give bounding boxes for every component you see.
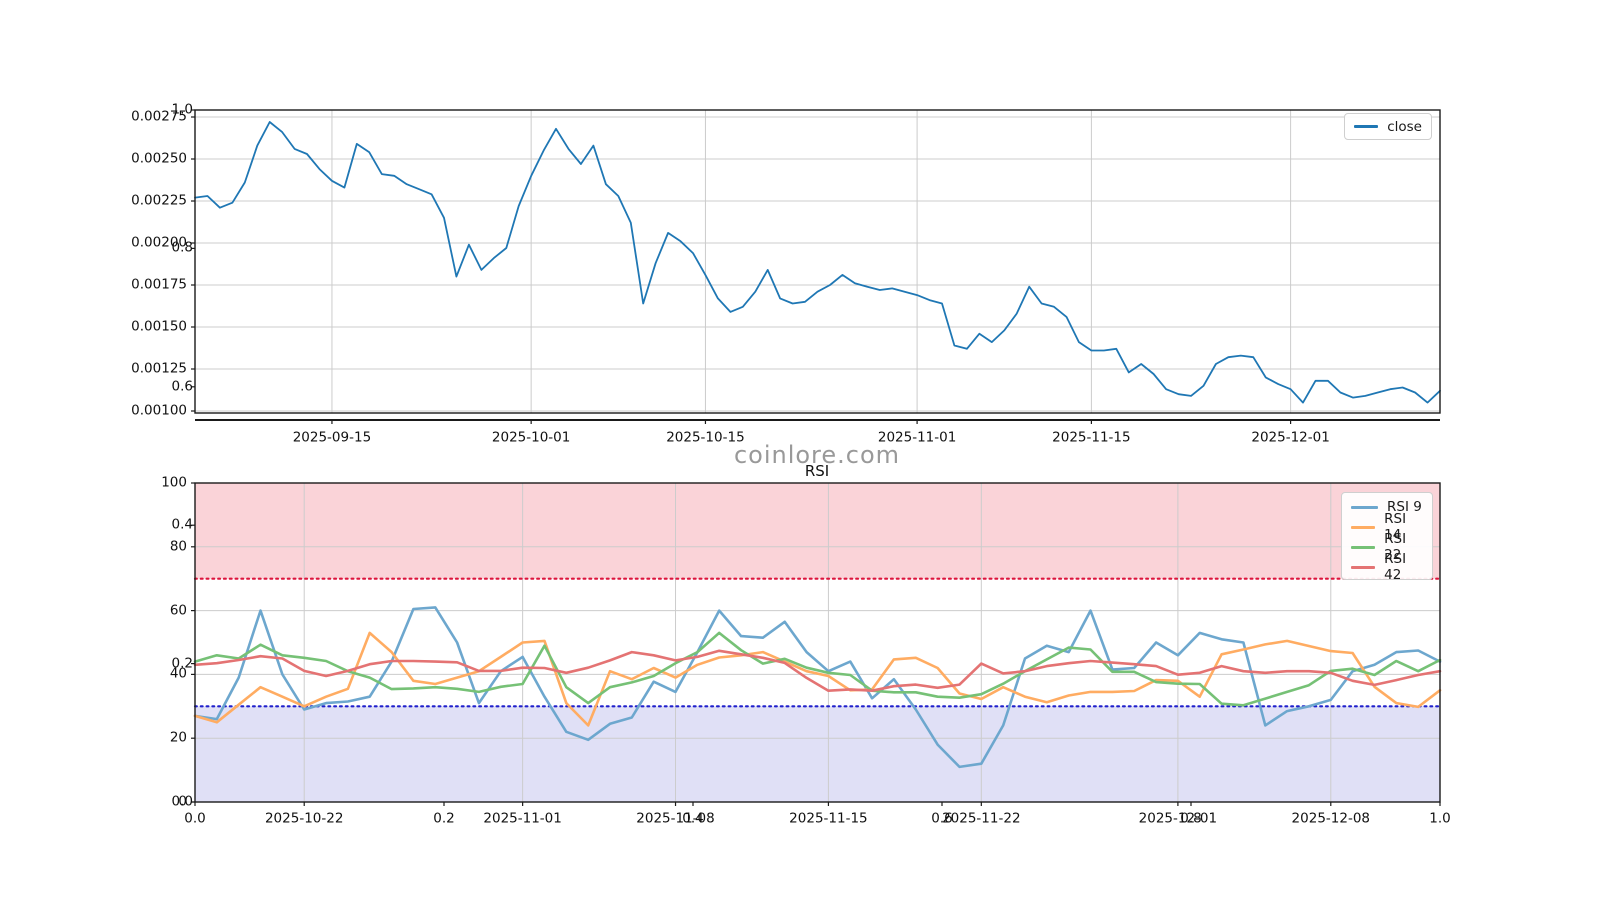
tick-label: 0.8	[1180, 810, 1202, 827]
tick-label: 2025-12-01	[1138, 810, 1218, 827]
tick-label: 0.00100	[131, 402, 187, 419]
legend-label: RSI 22	[1384, 531, 1407, 563]
legend-row-rsi22: RSI 22	[1342, 531, 1432, 563]
tick-label: 2025-11-01	[483, 810, 562, 827]
tick-label: 2025-12-01	[1251, 429, 1330, 446]
legend-label: close	[1387, 118, 1422, 135]
tick-label: 0.6	[931, 810, 953, 827]
tick-label: 2025-10-15	[666, 429, 745, 446]
legend-row-rsi14: RSI 14	[1342, 511, 1432, 543]
tick-label: 2025-11-15	[789, 810, 868, 827]
legend-row-rsi9: RSI 9	[1342, 497, 1432, 517]
tick-label: 0.00125	[131, 360, 187, 377]
rsi-title: RSI	[804, 462, 830, 480]
price-axis-baseline	[195, 419, 1440, 421]
rsi22-line-swatch	[1351, 545, 1376, 549]
tick-label: 2025-09-15	[292, 429, 372, 446]
tick-label: 0.0	[171, 793, 193, 810]
tick-label: 2025-11-08	[636, 810, 715, 827]
tick-label: 0.2	[433, 810, 455, 827]
legend-row-close: close	[1345, 114, 1431, 139]
close-line-swatch	[1354, 125, 1379, 128]
rsi9-line-swatch	[1351, 505, 1378, 509]
tick-label: 0.0	[184, 810, 206, 827]
tick-label: 2025-11-22	[942, 810, 1021, 827]
tick-label: 0.6	[171, 378, 193, 395]
rsi-legend: RSI 9 RSI 14 RSI 22 RSI 42	[1341, 492, 1433, 583]
legend-label: RSI 42	[1384, 551, 1407, 583]
tick-label: 0.00200	[131, 234, 187, 251]
tick-label: 0	[178, 793, 187, 810]
tick-label: 40	[169, 665, 187, 682]
tick-label: 2025-10-22	[264, 810, 344, 827]
tick-label: 0.4	[682, 810, 704, 827]
tick-label: 60	[169, 601, 187, 618]
tick-label: 2025-11-15	[1052, 429, 1131, 446]
price-chart	[191, 109, 1441, 424]
tick-label: 2025-10-01	[491, 429, 571, 446]
tick-label: 1.0	[171, 101, 193, 118]
tick-label: 20	[169, 729, 187, 746]
tick-label: 0.2	[171, 654, 193, 671]
tick-label: 100	[161, 474, 187, 491]
rsi14-line-swatch	[1351, 525, 1376, 529]
legend-row-rsi42: RSI 42	[1342, 551, 1432, 583]
tick-label: 0.00250	[131, 150, 187, 167]
coinlore-watermark: coinlore.com	[733, 441, 901, 469]
tick-label: 0.8	[171, 239, 193, 256]
tick-label: 0.00150	[131, 318, 187, 335]
tick-label: 1.0	[1429, 810, 1451, 827]
tick-label: 0.00175	[131, 276, 187, 293]
tick-label: 0.00225	[131, 192, 187, 209]
legend-label: RSI 9	[1387, 499, 1422, 515]
tick-label: 0.00275	[131, 108, 187, 125]
tick-label: 80	[169, 538, 187, 555]
tick-label: 2025-11-01	[877, 429, 957, 446]
rsi42-line-swatch	[1351, 565, 1376, 569]
overlay-axis	[191, 109, 1441, 806]
tick-label: 0.4	[171, 516, 193, 533]
rsi-chart	[191, 482, 1442, 806]
tick-label: 2025-12-08	[1291, 810, 1371, 827]
legend-label: RSI 14	[1384, 511, 1407, 543]
price-legend: close	[1344, 113, 1432, 140]
